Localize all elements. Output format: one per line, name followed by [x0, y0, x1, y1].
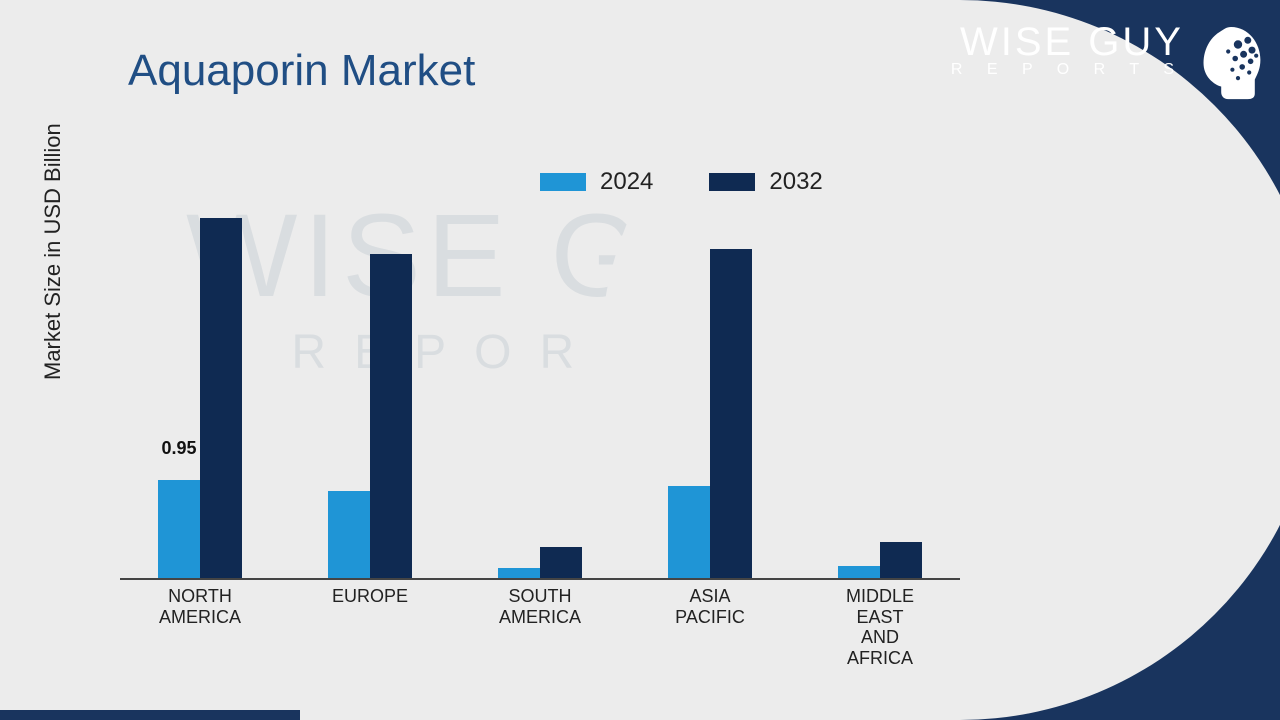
legend-swatch-2032 [709, 173, 755, 191]
bar [200, 218, 242, 578]
chart-title: Aquaporin Market [128, 46, 475, 96]
legend: 2024 2032 [540, 168, 823, 196]
x-axis-category-label: SOUTHAMERICA [470, 586, 610, 627]
x-axis-category-label: MIDDLEEASTANDAFRICA [810, 586, 950, 669]
bar [668, 486, 710, 579]
right-brand-panel [960, 0, 1280, 720]
legend-swatch-2024 [540, 173, 586, 191]
bar [710, 249, 752, 578]
bar [498, 568, 540, 578]
legend-label-2032: 2032 [769, 168, 822, 196]
bar [880, 542, 922, 578]
legend-item-2024: 2024 [540, 168, 653, 196]
legend-label-2024: 2024 [600, 168, 653, 196]
bar [370, 254, 412, 578]
bar [540, 547, 582, 578]
legend-item-2032: 2032 [709, 168, 822, 196]
logo-head-icon [1196, 22, 1266, 102]
bar [328, 491, 370, 578]
x-axis-category-label: EUROPE [300, 586, 440, 607]
brand-logo: WISE GUY R E P O R T S [951, 20, 1184, 79]
x-axis-category-label: NORTHAMERICA [130, 586, 270, 627]
x-axis-line [120, 578, 960, 580]
bar [158, 480, 200, 578]
x-axis-category-label: ASIAPACIFIC [640, 586, 780, 627]
y-axis-label: Market Size in USD Billion [40, 123, 66, 380]
logo-line1: WISE GUY [951, 20, 1184, 65]
logo-line2: R E P O R T S [951, 61, 1184, 79]
plot-area: 0.95NORTHAMERICAEUROPESOUTHAMERICAASIAPA… [120, 210, 960, 580]
bottom-accent-bar [0, 710, 300, 720]
stage: WISE GUY REPORTS WISE GUY R E P O R T S … [0, 0, 1280, 720]
bar [838, 566, 880, 578]
bar-value-label: 0.95 [161, 438, 196, 459]
